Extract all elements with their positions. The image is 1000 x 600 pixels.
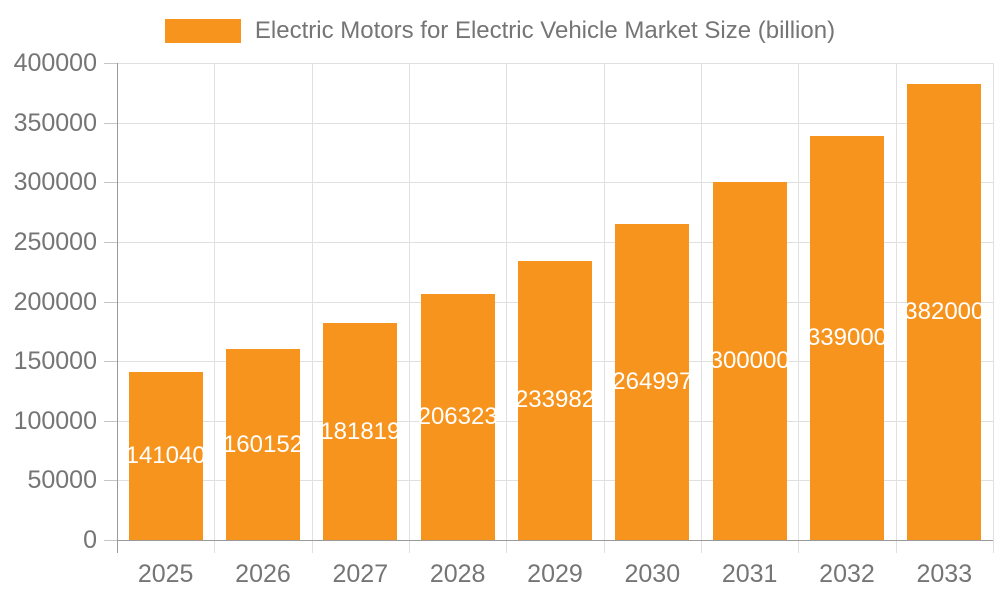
- x-gridline: [798, 63, 800, 553]
- x-gridline: [506, 63, 508, 553]
- bar-value-label: 160152: [222, 430, 304, 458]
- y-tick-mark: [104, 122, 117, 124]
- bar-value-label: 233982: [514, 386, 596, 414]
- y-tick-label: 250000: [13, 227, 97, 256]
- x-tick-label: 2027: [332, 560, 389, 588]
- y-tick-mark: [104, 540, 117, 541]
- x-tick-label: 2033: [916, 560, 973, 588]
- x-gridline: [409, 63, 410, 553]
- x-tick-label: 2025: [137, 560, 194, 588]
- y-gridline: [117, 241, 993, 243]
- x-axis-line: [104, 540, 993, 541]
- y-tick-mark: [104, 241, 117, 243]
- bar: 233982: [514, 260, 596, 540]
- bar: 382000: [904, 84, 985, 540]
- y-tick-label: 400000: [13, 49, 97, 77]
- bar: 264997: [612, 224, 693, 540]
- bar-value-label: 339000: [806, 323, 888, 351]
- bar-value-label: 300000: [709, 347, 790, 375]
- y-tick-label: 150000: [13, 347, 97, 376]
- x-gridline: [993, 63, 994, 553]
- bar-value-label: 141040: [125, 441, 206, 469]
- y-tick-mark: [104, 301, 117, 303]
- y-tick-label: 350000: [13, 108, 97, 137]
- bar-value-label: 206323: [417, 402, 498, 430]
- bar: 141040: [125, 371, 206, 540]
- bar: 206323: [417, 293, 498, 540]
- bar: 339000: [806, 135, 888, 540]
- bar: 160152: [222, 349, 304, 540]
- x-gridline: [701, 63, 702, 553]
- x-gridline: [311, 63, 313, 553]
- legend-item[interactable]: Electric Motors for Electric Vehicle Mar…: [0, 18, 1000, 44]
- x-gridline: [214, 63, 216, 553]
- y-tick-label: 100000: [13, 406, 97, 435]
- legend-swatch: [164, 19, 241, 43]
- y-tick-label: 50000: [27, 466, 97, 495]
- bar-value-label: 264997: [612, 368, 693, 395]
- bar: 181819: [320, 323, 401, 540]
- y-tick-label: 200000: [13, 287, 97, 316]
- y-tick-label: 300000: [13, 168, 97, 197]
- y-tick-mark: [104, 480, 117, 482]
- y-tick-label: 0: [83, 526, 97, 554]
- x-gridline: [603, 63, 605, 553]
- y-axis-line: [117, 63, 118, 553]
- y-tick-mark: [104, 361, 117, 363]
- x-tick-label: 2028: [429, 560, 486, 588]
- y-tick-mark: [104, 182, 117, 184]
- y-tick-mark: [104, 63, 117, 64]
- x-tick-label: 2031: [721, 560, 778, 588]
- y-gridline: [117, 63, 993, 64]
- y-tick-mark: [104, 420, 117, 422]
- y-gridline: [117, 182, 993, 184]
- bar-value-label: 181819: [320, 417, 401, 445]
- y-gridline: [117, 122, 993, 124]
- bar: 300000: [709, 182, 790, 540]
- x-gridline: [895, 63, 897, 553]
- x-tick-label: 2030: [624, 560, 681, 588]
- x-tick-label: 2032: [819, 560, 875, 588]
- bar-value-label: 382000: [904, 298, 985, 326]
- plot-area: 0 50000 100000 150000 200000 250000 300000 3500…: [14, 49, 994, 588]
- x-tick-label: 2026: [235, 560, 291, 588]
- x-tick-label: 2029: [527, 560, 583, 588]
- legend-label: Electric Motors for Electric Vehicle Mar…: [254, 17, 836, 44]
